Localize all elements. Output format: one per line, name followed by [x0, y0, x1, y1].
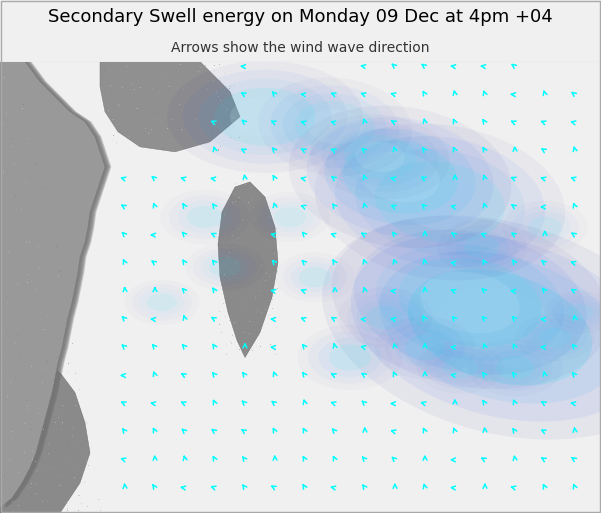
Ellipse shape [325, 129, 475, 225]
Ellipse shape [299, 267, 331, 287]
Ellipse shape [395, 174, 485, 230]
Ellipse shape [366, 305, 404, 329]
Ellipse shape [436, 287, 564, 367]
Text: Arrows show the wind wave direction: Arrows show the wind wave direction [171, 41, 430, 55]
Ellipse shape [398, 258, 542, 347]
Ellipse shape [442, 357, 478, 378]
Polygon shape [0, 62, 105, 513]
Ellipse shape [405, 335, 445, 360]
Ellipse shape [355, 142, 405, 172]
Polygon shape [1, 62, 106, 513]
Ellipse shape [355, 149, 525, 255]
Polygon shape [5, 62, 111, 513]
Ellipse shape [421, 271, 519, 333]
Polygon shape [218, 182, 278, 358]
Ellipse shape [344, 135, 416, 179]
Ellipse shape [230, 96, 300, 137]
Ellipse shape [187, 206, 223, 228]
Ellipse shape [464, 236, 500, 258]
Polygon shape [0, 62, 105, 513]
Ellipse shape [360, 151, 440, 203]
Polygon shape [100, 62, 240, 152]
Ellipse shape [351, 233, 601, 422]
Ellipse shape [214, 88, 316, 146]
Ellipse shape [209, 258, 241, 277]
Ellipse shape [496, 356, 534, 379]
Ellipse shape [329, 344, 371, 370]
Text: Secondary Swell energy on Monday 09 Dec at 4pm +04: Secondary Swell energy on Monday 09 Dec … [48, 8, 553, 26]
Polygon shape [4, 62, 109, 513]
Ellipse shape [274, 207, 306, 227]
Polygon shape [6, 62, 111, 513]
Polygon shape [2, 62, 107, 513]
Ellipse shape [539, 328, 571, 347]
Ellipse shape [308, 109, 362, 145]
Polygon shape [2, 62, 108, 513]
Ellipse shape [528, 216, 562, 238]
Ellipse shape [295, 101, 375, 152]
Polygon shape [4, 62, 109, 513]
Ellipse shape [198, 78, 332, 155]
Ellipse shape [147, 293, 177, 311]
Ellipse shape [566, 304, 594, 321]
Ellipse shape [343, 140, 457, 214]
Ellipse shape [375, 162, 505, 243]
Polygon shape [0, 363, 90, 513]
Ellipse shape [379, 251, 601, 404]
Ellipse shape [408, 269, 592, 385]
Ellipse shape [376, 244, 564, 361]
